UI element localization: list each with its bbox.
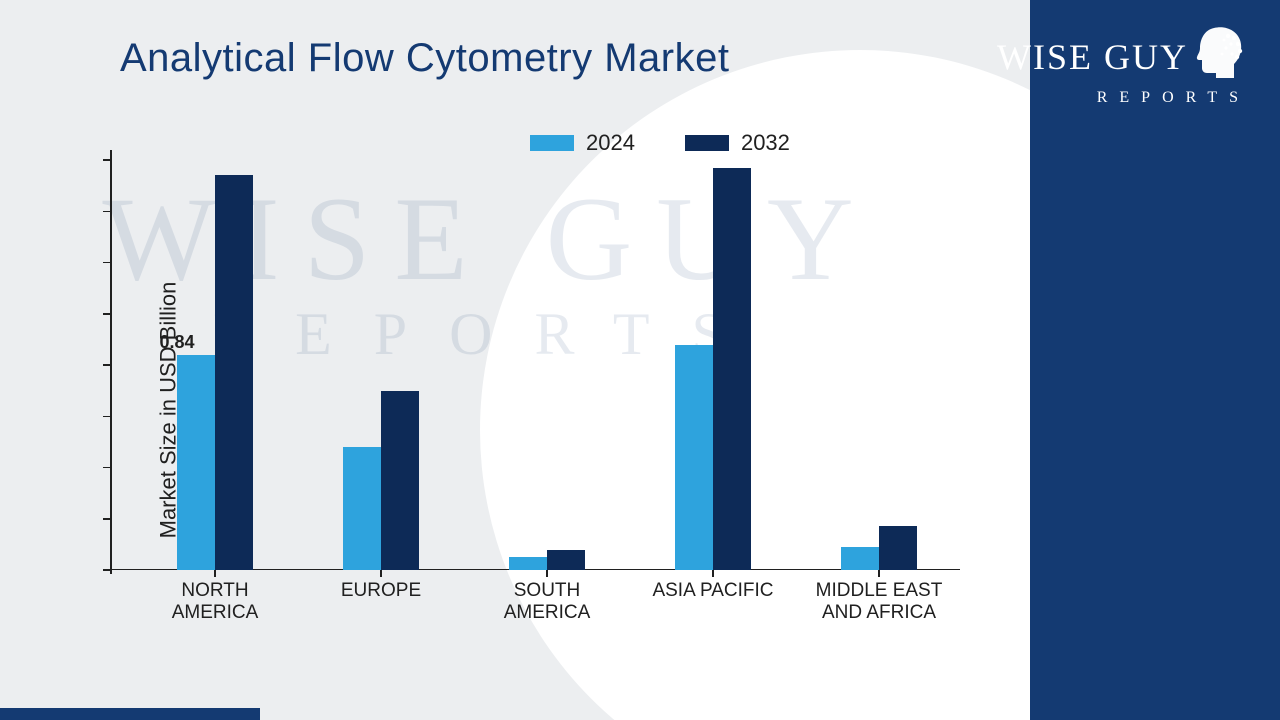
category-label: NORTH AMERICA (145, 570, 285, 625)
bar-2024: 0.84 (177, 355, 215, 570)
legend: 2024 2032 (530, 130, 790, 156)
legend-label-2032: 2032 (741, 130, 790, 156)
y-tick (103, 313, 110, 315)
bar-2032 (879, 526, 917, 570)
y-tick (103, 159, 110, 161)
category-label: SOUTH AMERICA (477, 570, 617, 625)
y-tick (103, 569, 110, 571)
plot-area: 0.84NORTH AMERICAEUROPESOUTH AMERICAASIA… (110, 160, 960, 570)
bar-pair (343, 391, 419, 570)
legend-item-2024: 2024 (530, 130, 635, 156)
y-tick (103, 518, 110, 520)
y-tick (103, 262, 110, 264)
legend-swatch-2032 (685, 135, 729, 151)
x-tick (878, 570, 880, 577)
page: WISE GUY (0, 0, 1280, 720)
bar-2032 (713, 168, 751, 570)
x-tick (712, 570, 714, 577)
bar-2024 (675, 345, 713, 571)
brand-logo: WISE GUY (997, 24, 1250, 107)
bar-2032 (381, 391, 419, 570)
brand-line2: REPORTS (1001, 89, 1250, 107)
bar-2024 (343, 447, 381, 570)
legend-item-2032: 2032 (685, 130, 790, 156)
legend-label-2024: 2024 (586, 130, 635, 156)
bar-2024 (509, 557, 547, 570)
bar-pair (841, 526, 917, 570)
y-tick (103, 364, 110, 366)
brand-line1: WISE GUY (997, 24, 1250, 89)
y-tick (103, 467, 110, 469)
sidebar-panel (1030, 0, 1280, 720)
ai-head-icon (1194, 24, 1250, 89)
x-tick (546, 570, 548, 577)
category-label: MIDDLE EAST AND AFRICA (809, 570, 949, 625)
page-title: Analytical Flow Cytometry Market (120, 36, 729, 81)
x-tick (214, 570, 216, 577)
chart: 2024 2032 Market Size in USD Billion 0.8… (50, 130, 980, 690)
legend-swatch-2024 (530, 135, 574, 151)
bar-2032 (547, 550, 585, 571)
bar-value-label: 0.84 (159, 332, 194, 353)
bar-pair (509, 550, 585, 571)
x-tick (380, 570, 382, 577)
y-tick (103, 211, 110, 213)
bar-groups: 0.84NORTH AMERICAEUROPESOUTH AMERICAASIA… (110, 160, 960, 570)
brand-line1-text: WISE GUY (997, 36, 1188, 78)
bar-pair (675, 168, 751, 570)
bar-2032 (215, 175, 253, 570)
bar-2024 (841, 547, 879, 570)
y-tick (103, 416, 110, 418)
footer-accent-bar (0, 708, 260, 720)
bar-pair: 0.84 (177, 175, 253, 570)
